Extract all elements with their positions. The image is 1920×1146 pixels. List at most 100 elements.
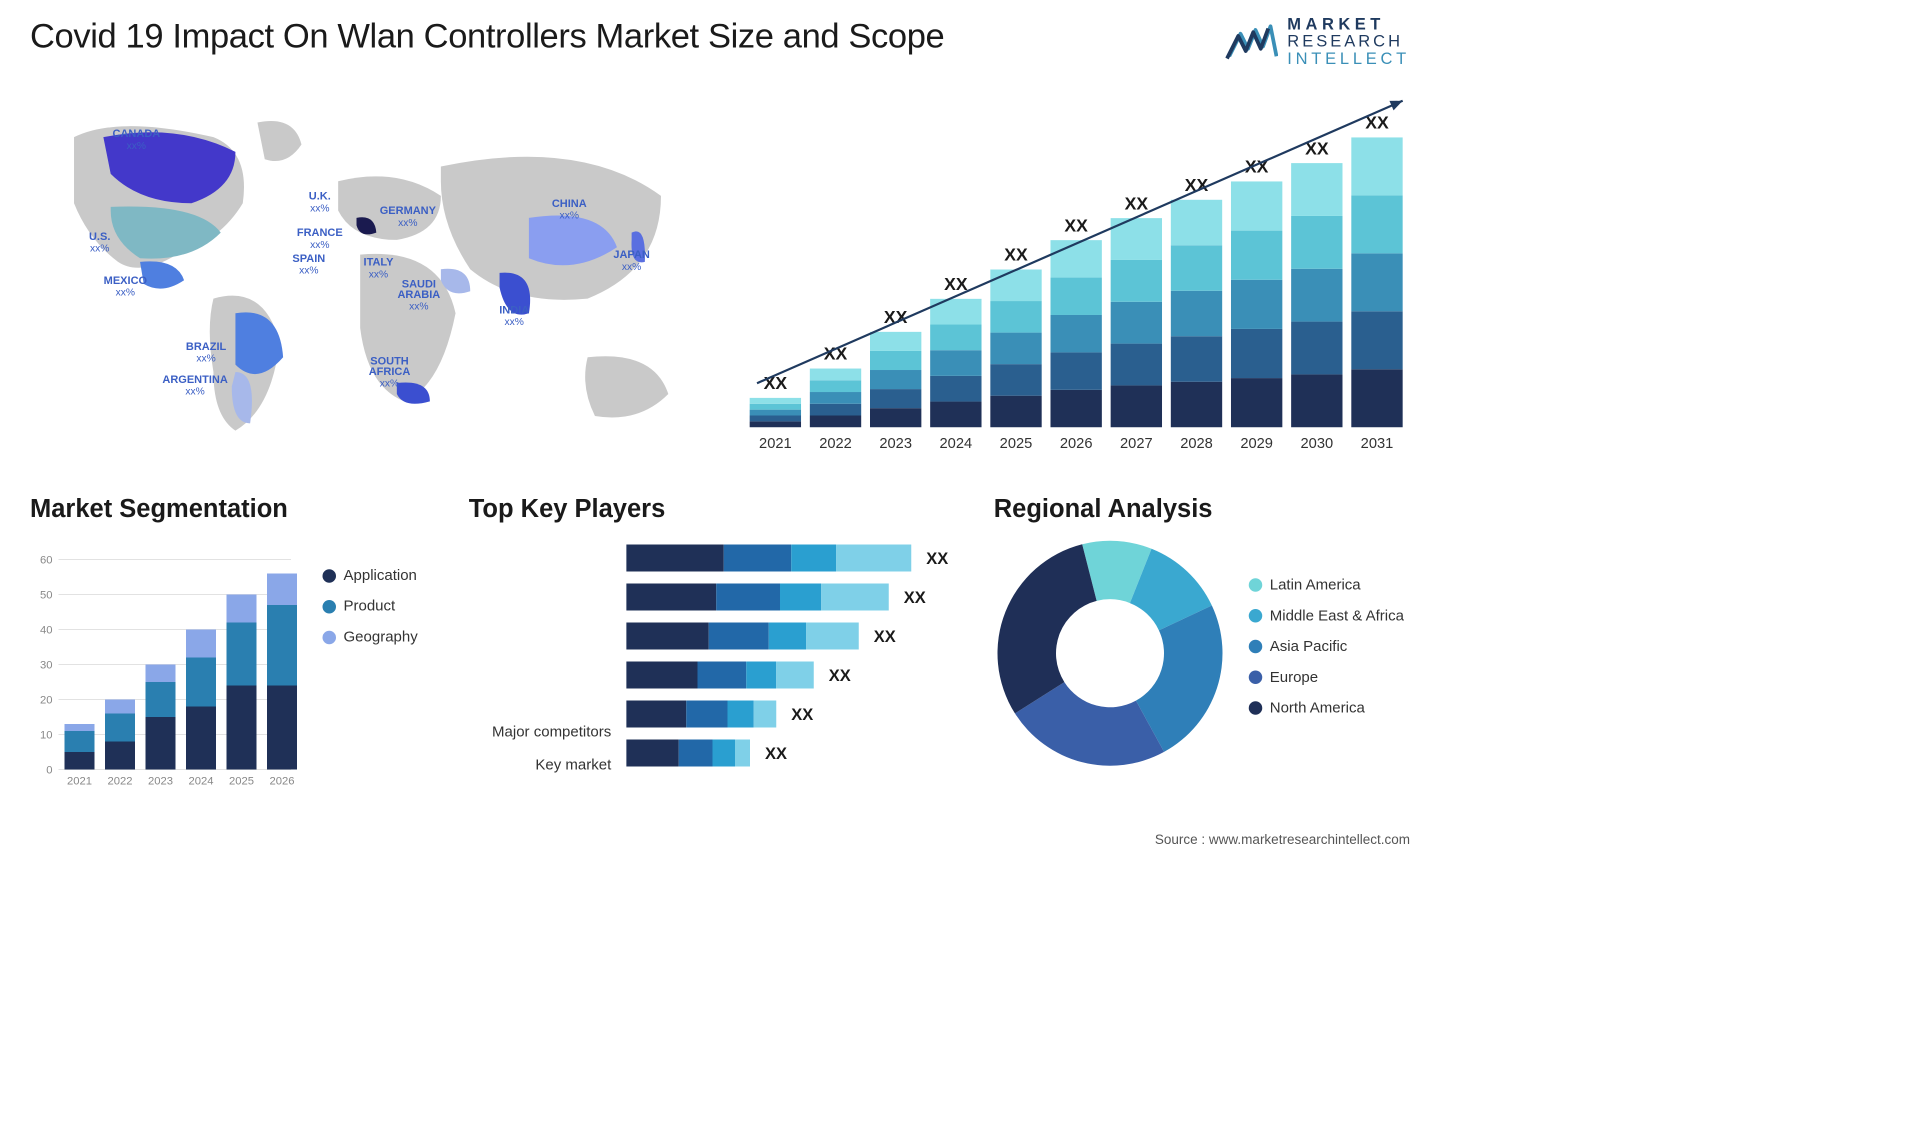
svg-text:XX: XX xyxy=(765,745,787,763)
svg-text:XX: XX xyxy=(824,344,848,364)
top-players-section: Top Key Players Major competitorsKey mar… xyxy=(469,494,972,824)
legend-label: Product xyxy=(344,598,396,615)
svg-text:xx%: xx% xyxy=(380,379,399,390)
svg-text:2031: 2031 xyxy=(1361,436,1394,452)
svg-text:SPAIN: SPAIN xyxy=(292,253,325,265)
growth-stacked-bar-chart: XX2021XX2022XX2023XX2024XX2025XX2026XX20… xyxy=(735,97,1410,465)
logo-line2: RESEARCH xyxy=(1287,32,1410,49)
regional-section: Regional Analysis Latin America Middle Ea… xyxy=(994,494,1410,824)
legend-item: Latin America xyxy=(1249,577,1404,594)
svg-text:xx%: xx% xyxy=(560,211,579,222)
svg-text:AFRICA: AFRICA xyxy=(369,366,411,378)
legend-item: Application xyxy=(323,567,418,584)
top-players-side-labels: Major competitorsKey market xyxy=(469,716,612,793)
legend-swatch xyxy=(1249,578,1263,592)
svg-text:xx%: xx% xyxy=(369,270,388,281)
legend-item: Asia Pacific xyxy=(1249,638,1404,655)
svg-text:INDIA: INDIA xyxy=(499,304,529,316)
logo-mark-icon xyxy=(1226,22,1279,60)
svg-text:BRAZIL: BRAZIL xyxy=(186,341,227,353)
world-map: CANADAxx%U.S.xx%MEXICOxx%BRAZILxx%ARGENT… xyxy=(30,74,705,464)
svg-text:xx%: xx% xyxy=(116,288,135,299)
svg-text:XX: XX xyxy=(829,667,851,685)
legend-swatch xyxy=(1249,671,1263,685)
svg-text:2025: 2025 xyxy=(229,776,254,788)
svg-text:2028: 2028 xyxy=(1180,436,1213,452)
svg-text:ARABIA: ARABIA xyxy=(397,289,440,301)
svg-text:20: 20 xyxy=(40,694,53,706)
segmentation-section: Market Segmentation 01020304050602021202… xyxy=(30,494,446,824)
svg-text:2026: 2026 xyxy=(269,776,294,788)
svg-text:xx%: xx% xyxy=(185,387,204,398)
svg-text:2021: 2021 xyxy=(759,436,792,452)
svg-text:ITALY: ITALY xyxy=(364,257,395,269)
svg-text:2022: 2022 xyxy=(819,436,852,452)
legend-item: Product xyxy=(323,598,418,615)
svg-text:2023: 2023 xyxy=(879,436,912,452)
svg-text:2030: 2030 xyxy=(1301,436,1334,452)
svg-text:XX: XX xyxy=(1245,157,1269,177)
legend-label: North America xyxy=(1270,700,1365,717)
legend-swatch xyxy=(1249,640,1263,654)
svg-text:XX: XX xyxy=(1125,194,1149,214)
source-text: Source : www.marketresearchintellect.com xyxy=(1155,832,1410,848)
legend-item: North America xyxy=(1249,700,1404,717)
svg-text:30: 30 xyxy=(40,659,53,671)
svg-text:xx%: xx% xyxy=(299,266,318,277)
legend-item: Europe xyxy=(1249,669,1404,686)
svg-text:50: 50 xyxy=(40,589,53,601)
legend-swatch xyxy=(323,600,337,614)
svg-text:2021: 2021 xyxy=(67,776,92,788)
regional-donut-chart xyxy=(994,537,1227,770)
svg-text:CHINA: CHINA xyxy=(552,198,587,210)
svg-text:XX: XX xyxy=(1004,245,1028,265)
svg-text:xx%: xx% xyxy=(90,244,109,255)
svg-text:ARGENTINA: ARGENTINA xyxy=(162,374,227,386)
svg-text:2023: 2023 xyxy=(148,776,173,788)
legend-swatch xyxy=(1249,701,1263,715)
legend-label: Middle East & Africa xyxy=(1270,607,1404,624)
svg-text:xx%: xx% xyxy=(310,240,329,251)
svg-text:xx%: xx% xyxy=(505,317,524,328)
svg-text:XX: XX xyxy=(1064,216,1088,236)
growth-chart-panel: XX2021XX2022XX2023XX2024XX2025XX2026XX20… xyxy=(735,74,1410,464)
svg-text:10: 10 xyxy=(40,729,53,741)
svg-text:xx%: xx% xyxy=(127,141,146,152)
players-side-label: Major competitors xyxy=(469,716,612,749)
svg-text:60: 60 xyxy=(40,554,53,566)
segmentation-legend: Application Product Geography xyxy=(323,537,418,792)
svg-text:2024: 2024 xyxy=(188,776,213,788)
legend-label: Europe xyxy=(1270,669,1318,686)
svg-text:XX: XX xyxy=(926,550,948,568)
svg-text:XX: XX xyxy=(884,307,908,327)
legend-label: Asia Pacific xyxy=(1270,638,1348,655)
svg-text:2029: 2029 xyxy=(1240,436,1273,452)
page-title: Covid 19 Impact On Wlan Controllers Mark… xyxy=(30,15,944,56)
svg-text:U.K.: U.K. xyxy=(309,191,331,203)
legend-label: Latin America xyxy=(1270,577,1361,594)
svg-text:xx%: xx% xyxy=(622,262,641,273)
svg-text:xx%: xx% xyxy=(310,203,329,214)
logo-line1: MARKET xyxy=(1287,15,1410,32)
regional-title: Regional Analysis xyxy=(994,494,1410,523)
svg-text:U.S.: U.S. xyxy=(89,231,110,243)
svg-text:0: 0 xyxy=(46,764,52,776)
svg-text:2024: 2024 xyxy=(940,436,973,452)
svg-text:GERMANY: GERMANY xyxy=(380,205,437,217)
legend-swatch xyxy=(323,569,337,583)
top-players-bar-chart: XXXXXXXXXXXX xyxy=(626,537,971,792)
legend-swatch xyxy=(1249,609,1263,623)
svg-text:JAPAN: JAPAN xyxy=(613,249,650,261)
players-side-label: Key market xyxy=(469,749,612,782)
brand-logo: MARKET RESEARCH INTELLECT xyxy=(1226,15,1410,67)
svg-text:xx%: xx% xyxy=(409,302,428,313)
segmentation-title: Market Segmentation xyxy=(30,494,446,523)
svg-text:CANADA: CANADA xyxy=(113,128,161,140)
legend-label: Geography xyxy=(344,629,418,646)
svg-text:2027: 2027 xyxy=(1120,436,1153,452)
legend-label: Application xyxy=(344,567,417,584)
svg-text:XX: XX xyxy=(874,628,896,646)
segmentation-bar-chart: 0102030405060202120222023202420252026 xyxy=(30,537,300,792)
svg-text:XX: XX xyxy=(791,706,813,724)
legend-swatch xyxy=(323,631,337,645)
